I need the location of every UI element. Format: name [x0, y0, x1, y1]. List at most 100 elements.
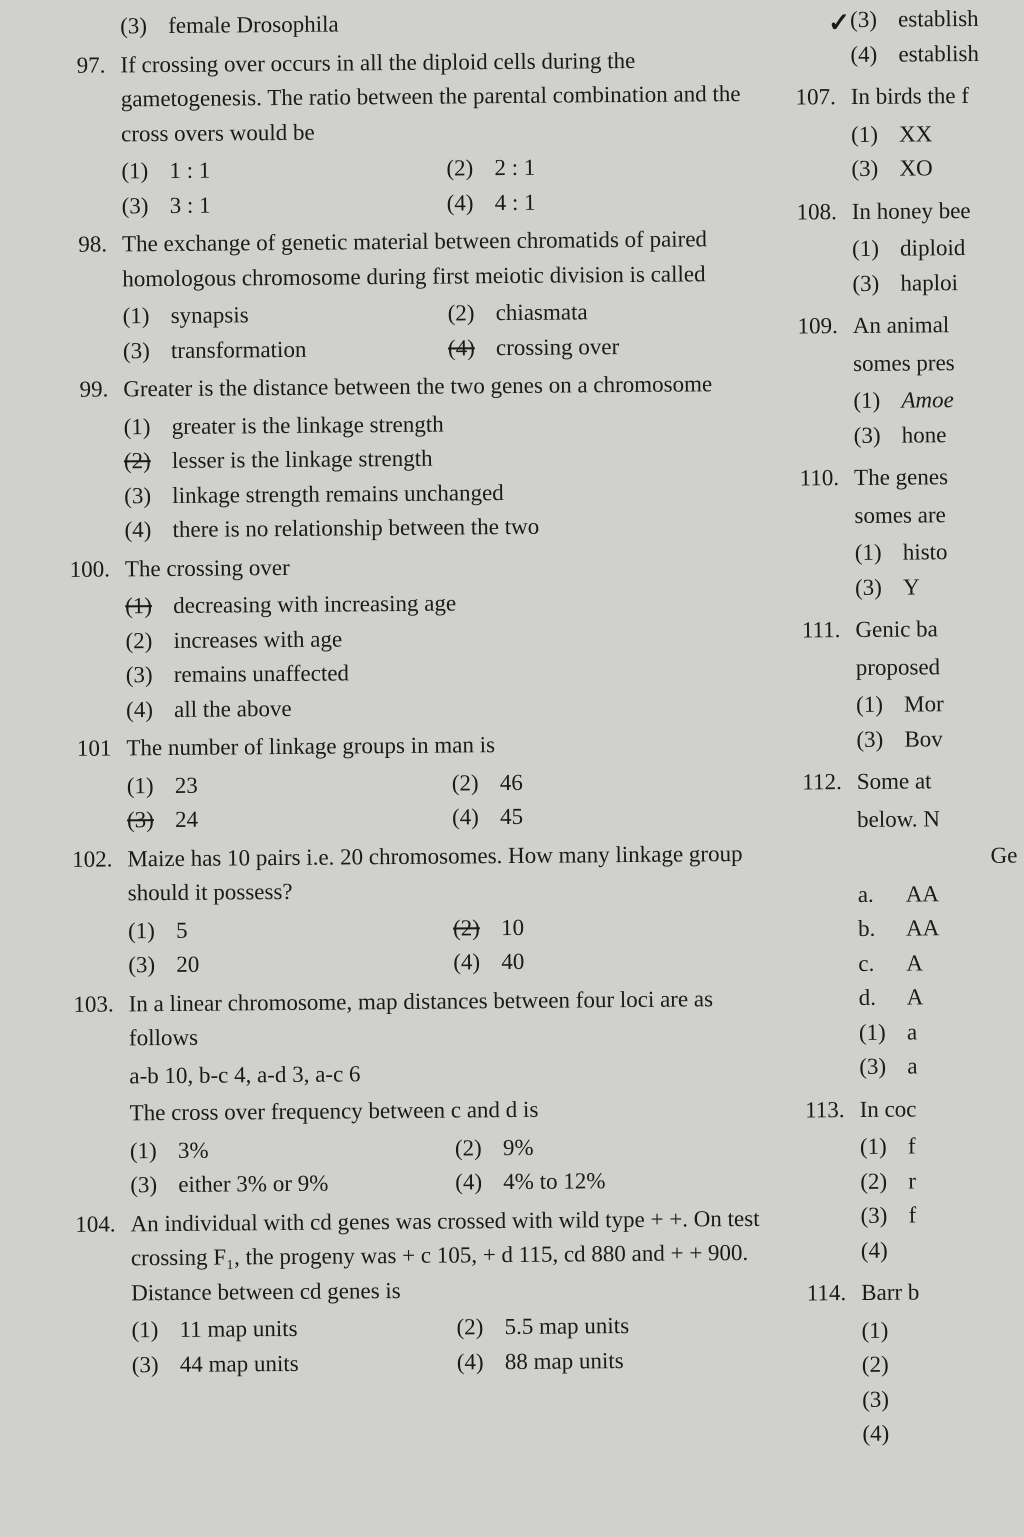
- question-111: 111. Genic ba proposed (1)Mor (3)Bov: [795, 612, 1024, 758]
- q-text-2: somes pres: [853, 345, 1023, 381]
- option-text: there is no relationship between the two: [172, 508, 774, 548]
- option-text: chiasmata: [496, 294, 773, 331]
- option-num: (4): [447, 186, 495, 221]
- q-text: In a linear chromosome, map distances be…: [129, 981, 780, 1056]
- q-text: In honey bee: [852, 193, 1022, 229]
- option-text: 23: [175, 766, 452, 803]
- option-num: (1): [860, 1130, 908, 1165]
- option-text: 4 : 1: [495, 183, 772, 220]
- option-num: (3): [123, 333, 171, 368]
- option-num: (3): [851, 152, 899, 187]
- option-num: (4): [850, 37, 898, 72]
- option-text: f: [908, 1197, 1024, 1233]
- option-num: (3): [126, 658, 174, 693]
- option-num: (2): [455, 1131, 503, 1166]
- question-102: 102. Maize has 10 pairs i.e. 20 chromoso…: [57, 836, 778, 983]
- question-104: 104. An individual with cd genes was cro…: [60, 1201, 782, 1383]
- q-number: 107.: [791, 80, 852, 187]
- q-number: 114.: [801, 1276, 863, 1452]
- option-num: (4): [452, 800, 500, 835]
- option-num: (3): [862, 1382, 910, 1417]
- option-text: decreasing with increasing age: [173, 584, 775, 624]
- question-103: 103. In a linear chromosome, map distanc…: [59, 981, 781, 1203]
- q-number: 113.: [799, 1092, 861, 1268]
- q-text: An individual with cd genes was crossed …: [130, 1201, 781, 1310]
- q-text: Barr b: [861, 1274, 1024, 1310]
- letter-label: a.: [858, 877, 906, 912]
- option-num: (1): [125, 589, 173, 624]
- option-num: (2): [448, 296, 496, 331]
- q-text: An animal: [853, 308, 1023, 344]
- option-text: 5.5 map units: [504, 1308, 781, 1345]
- option-text: remains unaffected: [174, 653, 776, 693]
- question-100: 100. The crossing over (1)decreasing wit…: [55, 546, 777, 728]
- option-text: 3%: [178, 1131, 455, 1168]
- option-text: 3 : 1: [170, 186, 447, 223]
- option-text: greater is the linkage strength: [171, 404, 773, 444]
- option-text: establish: [898, 36, 1020, 72]
- option-text: f: [908, 1128, 1024, 1164]
- q-text-2: somes are: [854, 497, 1024, 533]
- letter-text: A: [906, 945, 1024, 981]
- letter-label: c.: [858, 946, 906, 981]
- option-text: 46: [500, 763, 777, 800]
- q-text-2: proposed: [856, 649, 1024, 685]
- q-number: 110.: [794, 461, 855, 606]
- question-109: 109. An animal somes pres (1)Amoe (3)hon…: [793, 308, 1024, 454]
- option-num: (3): [860, 1199, 908, 1234]
- option-num: (3): [120, 9, 168, 44]
- q-number: 104.: [60, 1207, 132, 1383]
- option-text: linkage strength remains unchanged: [172, 473, 774, 513]
- option-num: (3): [852, 266, 900, 301]
- option-num: (1): [121, 154, 169, 189]
- option-num: (2): [452, 766, 500, 801]
- letter-text: AA: [906, 876, 1024, 912]
- option-text: Y: [903, 569, 1024, 605]
- q-number: 97.: [50, 48, 122, 224]
- option-num: (1): [853, 384, 901, 419]
- q-text-2: below. N: [857, 801, 1024, 837]
- q-text: If crossing over occurs in all the diplo…: [120, 42, 771, 151]
- option-text: hone: [902, 417, 1024, 453]
- q-text: In birds the f: [851, 79, 1021, 115]
- option-num: (3): [854, 418, 902, 453]
- option-text: Amoe: [901, 383, 1023, 419]
- option-text: 88 map units: [505, 1342, 782, 1379]
- option-text: 10: [501, 908, 778, 945]
- question-113: 113. In coc (1)f (2)r (3)f (4): [799, 1091, 1024, 1269]
- q-text-3: The cross over frequency between c and d…: [129, 1091, 779, 1131]
- option-num: (4): [453, 945, 501, 980]
- question-97: 97. If crossing over occurs in all the d…: [50, 42, 772, 224]
- letter-label: d.: [859, 981, 907, 1016]
- question-110: 110. The genes somes are (1)histo (3)Y: [794, 460, 1024, 606]
- option-text: diploid: [900, 231, 1022, 267]
- option-text: 44 map units: [180, 1345, 457, 1382]
- option-num: (4): [448, 331, 496, 366]
- option-text: synapsis: [171, 297, 448, 334]
- q-text: Some at: [857, 764, 1024, 800]
- letter-label: b.: [858, 912, 906, 947]
- q-text: Greater is the distance between the two …: [123, 367, 773, 407]
- option-num: (2): [453, 911, 501, 946]
- option-num: (4): [861, 1233, 909, 1268]
- option-text: a: [907, 1014, 1024, 1050]
- option-text: 4% to 12%: [503, 1163, 780, 1200]
- option-text: crossing over: [496, 328, 773, 365]
- q-number: 108.: [792, 195, 853, 302]
- option-num: (1): [127, 768, 175, 803]
- option-text: Bov: [904, 721, 1024, 757]
- option-text: XO: [899, 151, 1021, 187]
- option-text: 9%: [503, 1128, 780, 1165]
- question-107: 107. In birds the f (1)XX (3)XO: [791, 79, 1022, 188]
- q-text: In coc: [859, 1091, 1024, 1127]
- option-num: (1): [856, 688, 904, 723]
- question-101: 101 The number of linkage groups in man …: [56, 726, 777, 839]
- option-text: lesser is the linkage strength: [172, 439, 774, 479]
- q-number: 109.: [793, 309, 854, 454]
- option-num: (2): [456, 1310, 504, 1345]
- option-num: (3): [855, 570, 903, 605]
- option-text: haploi: [900, 265, 1022, 301]
- partial-right-top: (3)establish (4)establish: [790, 2, 1021, 73]
- question-108: 108. In honey bee (1)diploid (3)haploi: [792, 193, 1023, 302]
- option-text: 40: [501, 943, 778, 980]
